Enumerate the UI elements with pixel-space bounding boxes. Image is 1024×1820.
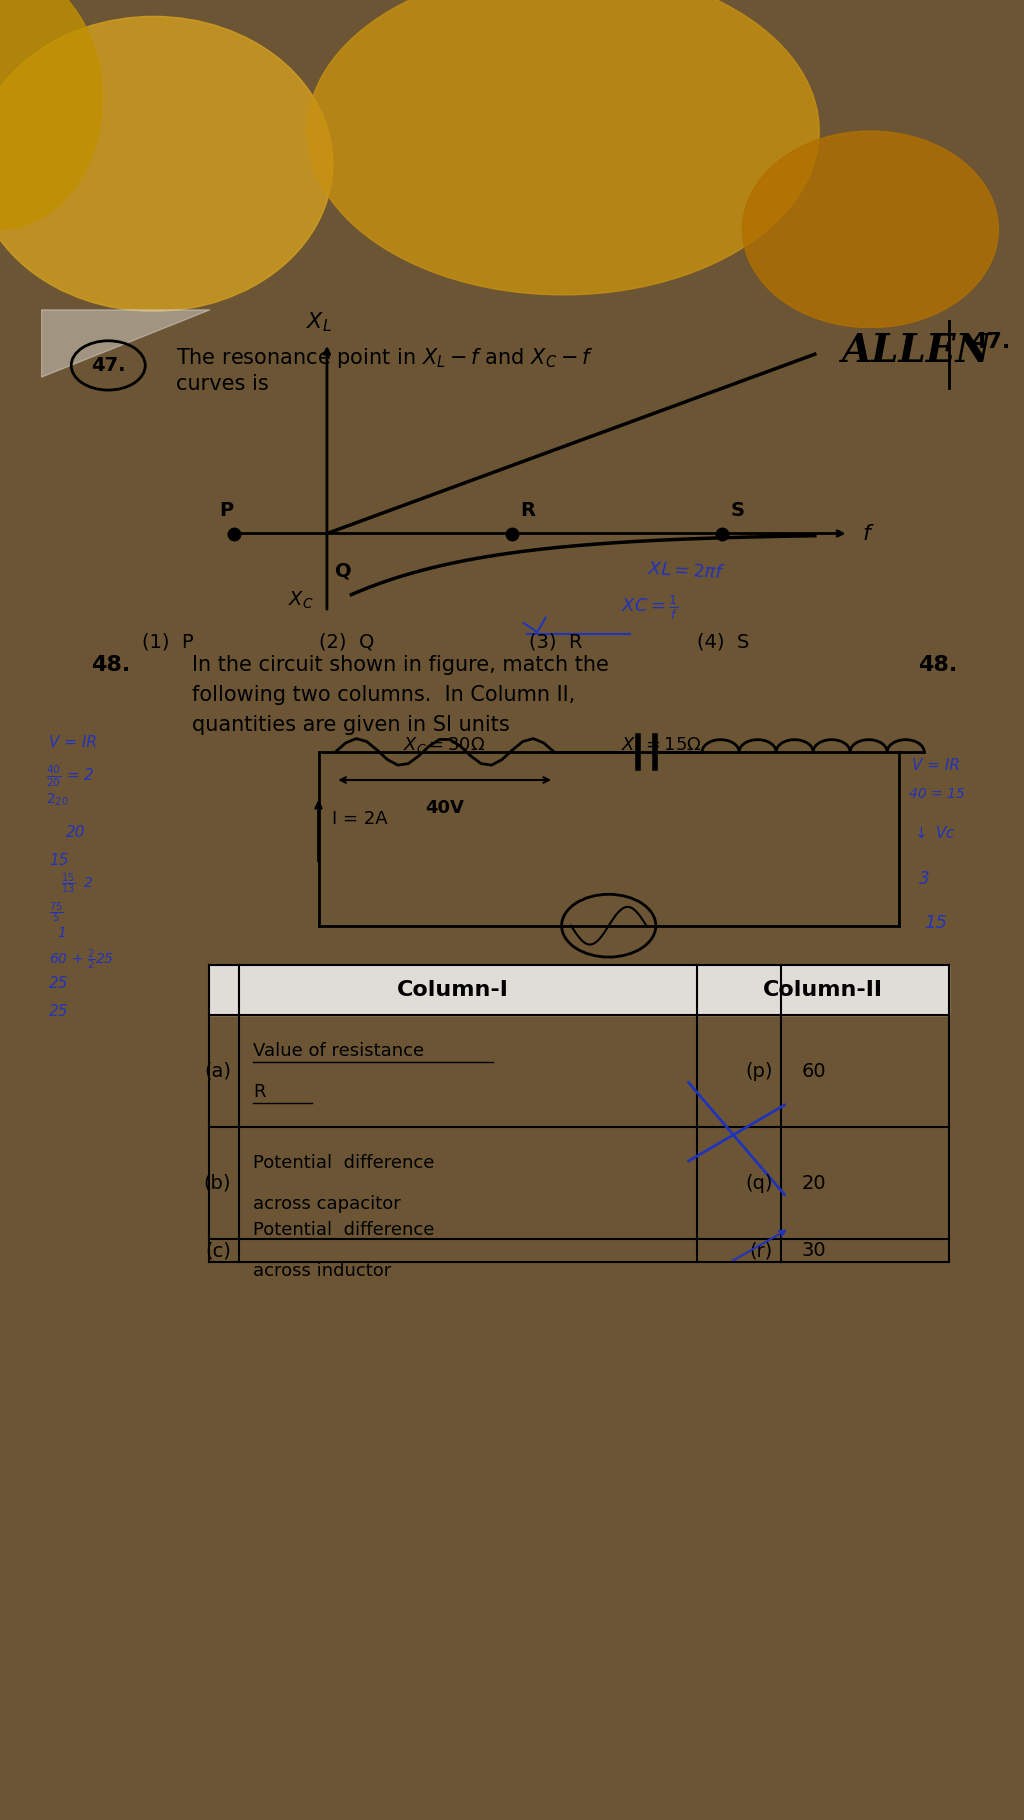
Text: 15: 15 — [925, 914, 947, 932]
Text: Column-I: Column-I — [397, 979, 509, 999]
Text: 20: 20 — [802, 1174, 826, 1192]
Text: $XC = \frac{1}{f}$: $XC = \frac{1}{f}$ — [622, 593, 679, 622]
Text: 30: 30 — [802, 1241, 826, 1259]
Ellipse shape — [307, 0, 819, 295]
Text: (q): (q) — [745, 1174, 773, 1192]
Text: $X_L$: $X_L$ — [305, 311, 332, 335]
Ellipse shape — [0, 0, 102, 229]
Text: R: R — [520, 501, 536, 521]
Text: In the circuit shown in figure, match the: In the circuit shown in figure, match th… — [193, 655, 609, 675]
Text: curves is: curves is — [175, 375, 268, 395]
Text: 48.: 48. — [91, 655, 131, 675]
Ellipse shape — [742, 131, 998, 328]
Text: $f$: $f$ — [862, 524, 874, 544]
Text: (r): (r) — [750, 1241, 773, 1259]
Text: $X_C$: $X_C$ — [288, 590, 313, 612]
Text: V = IR: V = IR — [49, 735, 97, 750]
Text: 25: 25 — [49, 1005, 69, 1019]
Text: Q: Q — [336, 562, 352, 581]
Text: P: P — [219, 501, 233, 521]
Text: $\downarrow$ Vc: $\downarrow$ Vc — [912, 824, 956, 841]
Text: (a): (a) — [204, 1061, 231, 1081]
Ellipse shape — [0, 16, 333, 311]
Text: across inductor: across inductor — [253, 1261, 391, 1279]
Text: Potential  difference: Potential difference — [253, 1154, 434, 1172]
Text: (2)  Q: (2) Q — [318, 632, 374, 652]
Text: 48.: 48. — [919, 655, 957, 675]
Text: 47.: 47. — [972, 331, 1011, 351]
Text: across capacitor: across capacitor — [253, 1194, 400, 1212]
Text: 15: 15 — [49, 854, 69, 868]
Text: $\frac{15}{13}$  2: $\frac{15}{13}$ 2 — [61, 872, 94, 895]
Text: $2_{20}$: $2_{20}$ — [46, 792, 69, 808]
Text: 25: 25 — [49, 976, 69, 992]
Text: Value of resistance: Value of resistance — [253, 1043, 424, 1061]
Text: (4)  S: (4) S — [697, 632, 750, 652]
Text: 60: 60 — [802, 1061, 826, 1081]
Text: (b): (b) — [204, 1174, 231, 1192]
Text: (1)  P: (1) P — [142, 632, 194, 652]
Text: $XL = 2\pi f$: $XL = 2\pi f$ — [646, 561, 726, 582]
Text: 40V: 40V — [425, 799, 464, 817]
Text: Column-II: Column-II — [763, 979, 884, 999]
Text: Potential  difference: Potential difference — [253, 1221, 434, 1239]
Text: 40 = 15: 40 = 15 — [909, 786, 965, 801]
Text: The resonance point in $X_L - f$ and $X_C - f$: The resonance point in $X_L - f$ and $X_… — [175, 346, 593, 371]
Text: 60 + $\frac{2}{2}$25: 60 + $\frac{2}{2}$25 — [49, 948, 115, 972]
Text: R: R — [253, 1083, 265, 1101]
Text: $X_C = 30\Omega$: $X_C = 30\Omega$ — [402, 735, 485, 755]
Text: $X_L = 15\Omega$: $X_L = 15\Omega$ — [622, 735, 702, 755]
Text: (c): (c) — [205, 1241, 231, 1259]
Text: 20: 20 — [67, 824, 86, 839]
Text: $\frac{75}{5}$: $\frac{75}{5}$ — [49, 901, 63, 925]
Text: following two columns.  In Column II,: following two columns. In Column II, — [193, 684, 575, 704]
Text: S: S — [731, 501, 744, 521]
Text: 3: 3 — [920, 870, 930, 888]
Text: quantities are given in SI units: quantities are given in SI units — [193, 715, 510, 735]
Text: (p): (p) — [745, 1061, 773, 1081]
Text: V = IR: V = IR — [912, 757, 961, 774]
Text: 47.: 47. — [91, 357, 126, 375]
Text: I = 2A: I = 2A — [332, 810, 388, 828]
Text: ALLEN: ALLEN — [841, 331, 991, 369]
Text: $\frac{40}{20}$ = 2: $\frac{40}{20}$ = 2 — [46, 763, 95, 788]
Text: 1: 1 — [57, 926, 67, 939]
Text: (3)  R: (3) R — [528, 632, 583, 652]
